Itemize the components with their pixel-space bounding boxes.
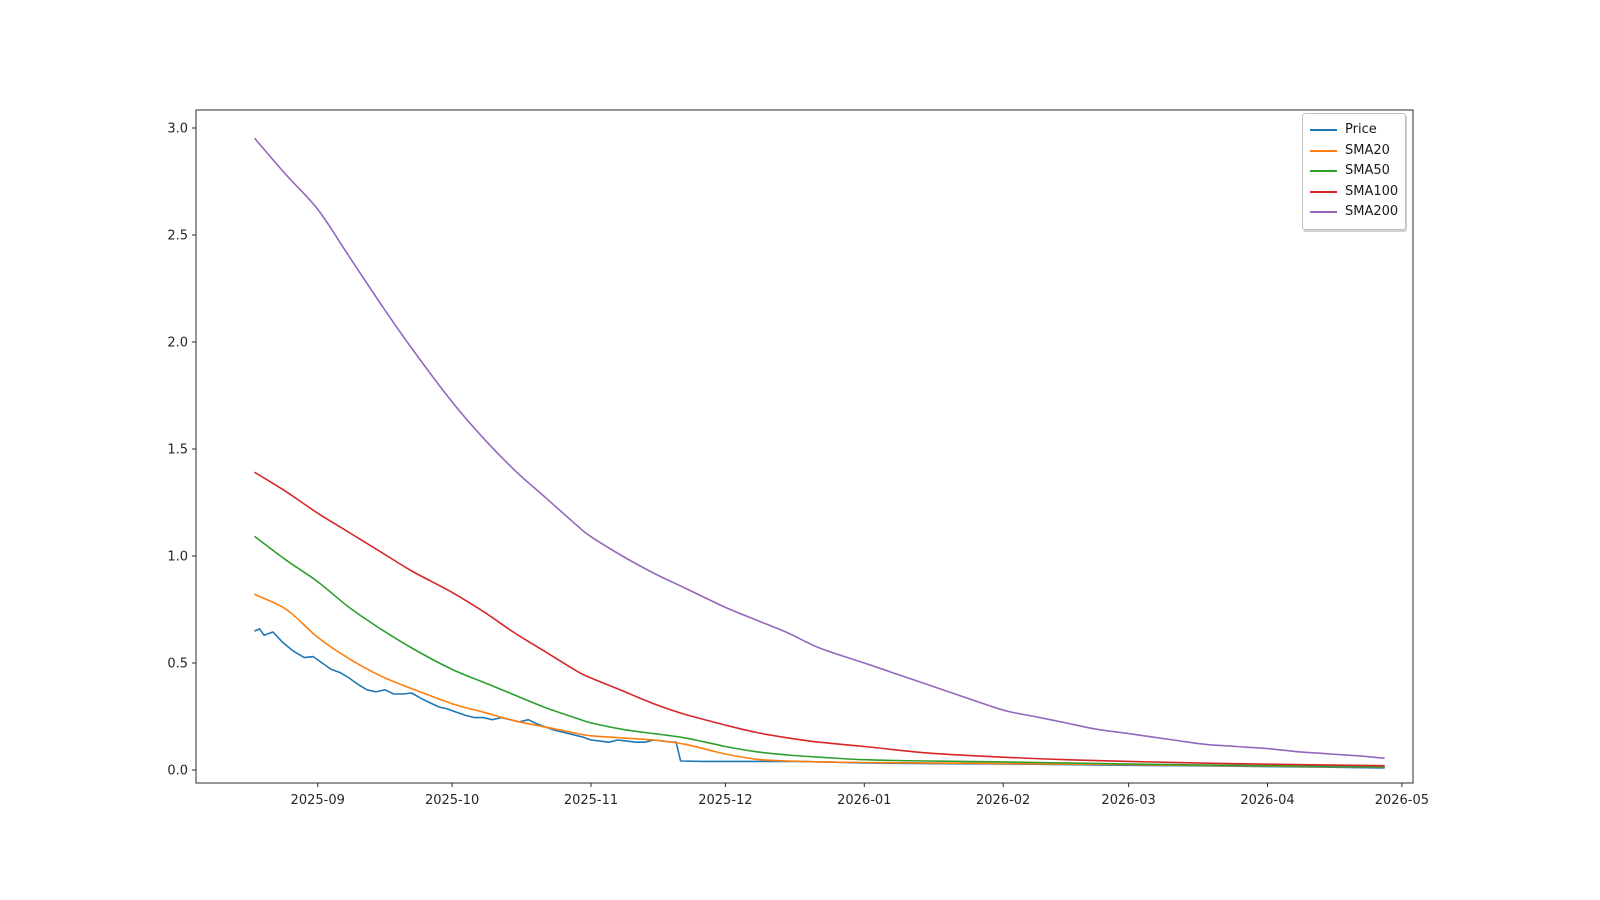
x-tick-label: 2026-01 xyxy=(837,793,891,808)
y-tick-label: 0.5 xyxy=(167,657,188,672)
legend-label: SMA200 xyxy=(1345,204,1399,220)
x-tick-label: 2026-03 xyxy=(1101,793,1155,808)
y-tick-label: 2.5 xyxy=(167,229,188,244)
series-line-sma20 xyxy=(254,593,1385,768)
x-tick-label: 2025-12 xyxy=(698,793,752,808)
series-line-sma100 xyxy=(254,471,1385,767)
legend-line-sample-sma100 xyxy=(1310,190,1337,193)
legend-item-price: Price xyxy=(1310,120,1397,141)
legend-label: Price xyxy=(1345,122,1377,138)
x-tick-label: 2025-11 xyxy=(564,793,618,808)
legend-item-sma200: SMA200 xyxy=(1310,202,1399,223)
legend-line-sample-price xyxy=(1310,129,1337,132)
x-tick-label: 2025-09 xyxy=(291,793,345,808)
y-tick-label: 2.0 xyxy=(167,336,188,351)
legend-item-sma20: SMA20 xyxy=(1310,141,1397,162)
series-line-price xyxy=(254,628,1385,769)
x-tick-label: 2026-02 xyxy=(976,793,1030,808)
legend: Price SMA20 SMA50 SMA100 SMA200 xyxy=(1302,113,1406,230)
x-tick-label: 2025-10 xyxy=(425,793,479,808)
x-tick-label: 2026-05 xyxy=(1375,793,1429,808)
legend-line-sample-sma20 xyxy=(1310,149,1337,152)
x-tick-label: 2026-04 xyxy=(1240,793,1294,808)
legend-item-sma50: SMA50 xyxy=(1310,161,1397,182)
legend-label: SMA50 xyxy=(1345,163,1390,179)
y-tick-label: 0.0 xyxy=(167,764,188,779)
series-line-sma200 xyxy=(254,137,1385,759)
legend-label: SMA20 xyxy=(1345,142,1390,158)
y-tick-label: 1.5 xyxy=(167,443,188,458)
legend-label: SMA100 xyxy=(1345,183,1399,199)
y-tick-label: 1.0 xyxy=(167,550,188,565)
series-line-sma50 xyxy=(254,535,1385,768)
legend-line-sample-sma200 xyxy=(1310,211,1337,214)
y-tick-label: 3.0 xyxy=(167,122,188,137)
legend-line-sample-sma50 xyxy=(1310,170,1337,173)
legend-item-sma100: SMA100 xyxy=(1310,182,1399,203)
axes-frame xyxy=(195,109,1414,784)
